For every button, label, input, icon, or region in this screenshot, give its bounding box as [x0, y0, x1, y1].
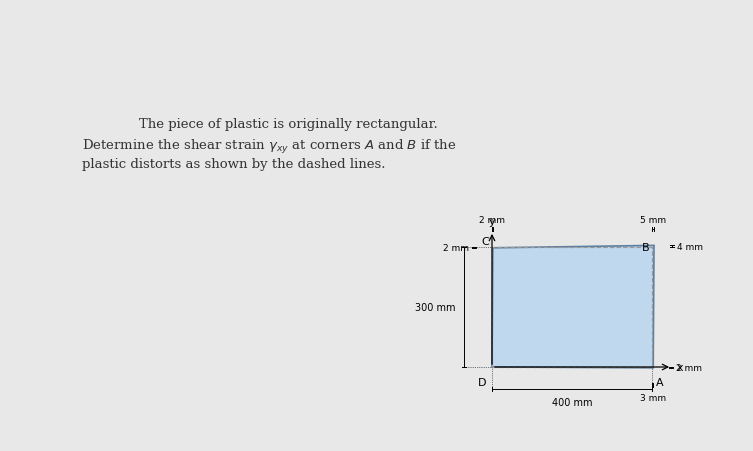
Text: 3 mm: 3 mm [639, 393, 666, 402]
Text: D: D [477, 377, 486, 387]
Text: A: A [656, 377, 663, 387]
Text: B: B [642, 243, 650, 253]
Text: x: x [677, 362, 684, 372]
Text: C: C [481, 236, 489, 246]
Text: 300 mm: 300 mm [416, 302, 456, 312]
Text: 2 mm: 2 mm [676, 363, 703, 372]
Text: The piece of plastic is originally rectangular.: The piece of plastic is originally recta… [122, 118, 437, 131]
Text: 5 mm: 5 mm [640, 216, 666, 225]
Text: 2 mm: 2 mm [443, 244, 469, 253]
Text: plastic distorts as shown by the dashed lines.: plastic distorts as shown by the dashed … [82, 158, 386, 170]
Text: Determine the shear strain $\gamma_{xy}$ at corners $A$ and $B$ if the: Determine the shear strain $\gamma_{xy}$… [82, 138, 456, 156]
Text: y: y [489, 216, 495, 226]
Text: 400 mm: 400 mm [552, 397, 593, 407]
Text: 2 mm: 2 mm [480, 216, 505, 225]
Text: 4 mm: 4 mm [677, 242, 703, 251]
Polygon shape [492, 246, 654, 368]
